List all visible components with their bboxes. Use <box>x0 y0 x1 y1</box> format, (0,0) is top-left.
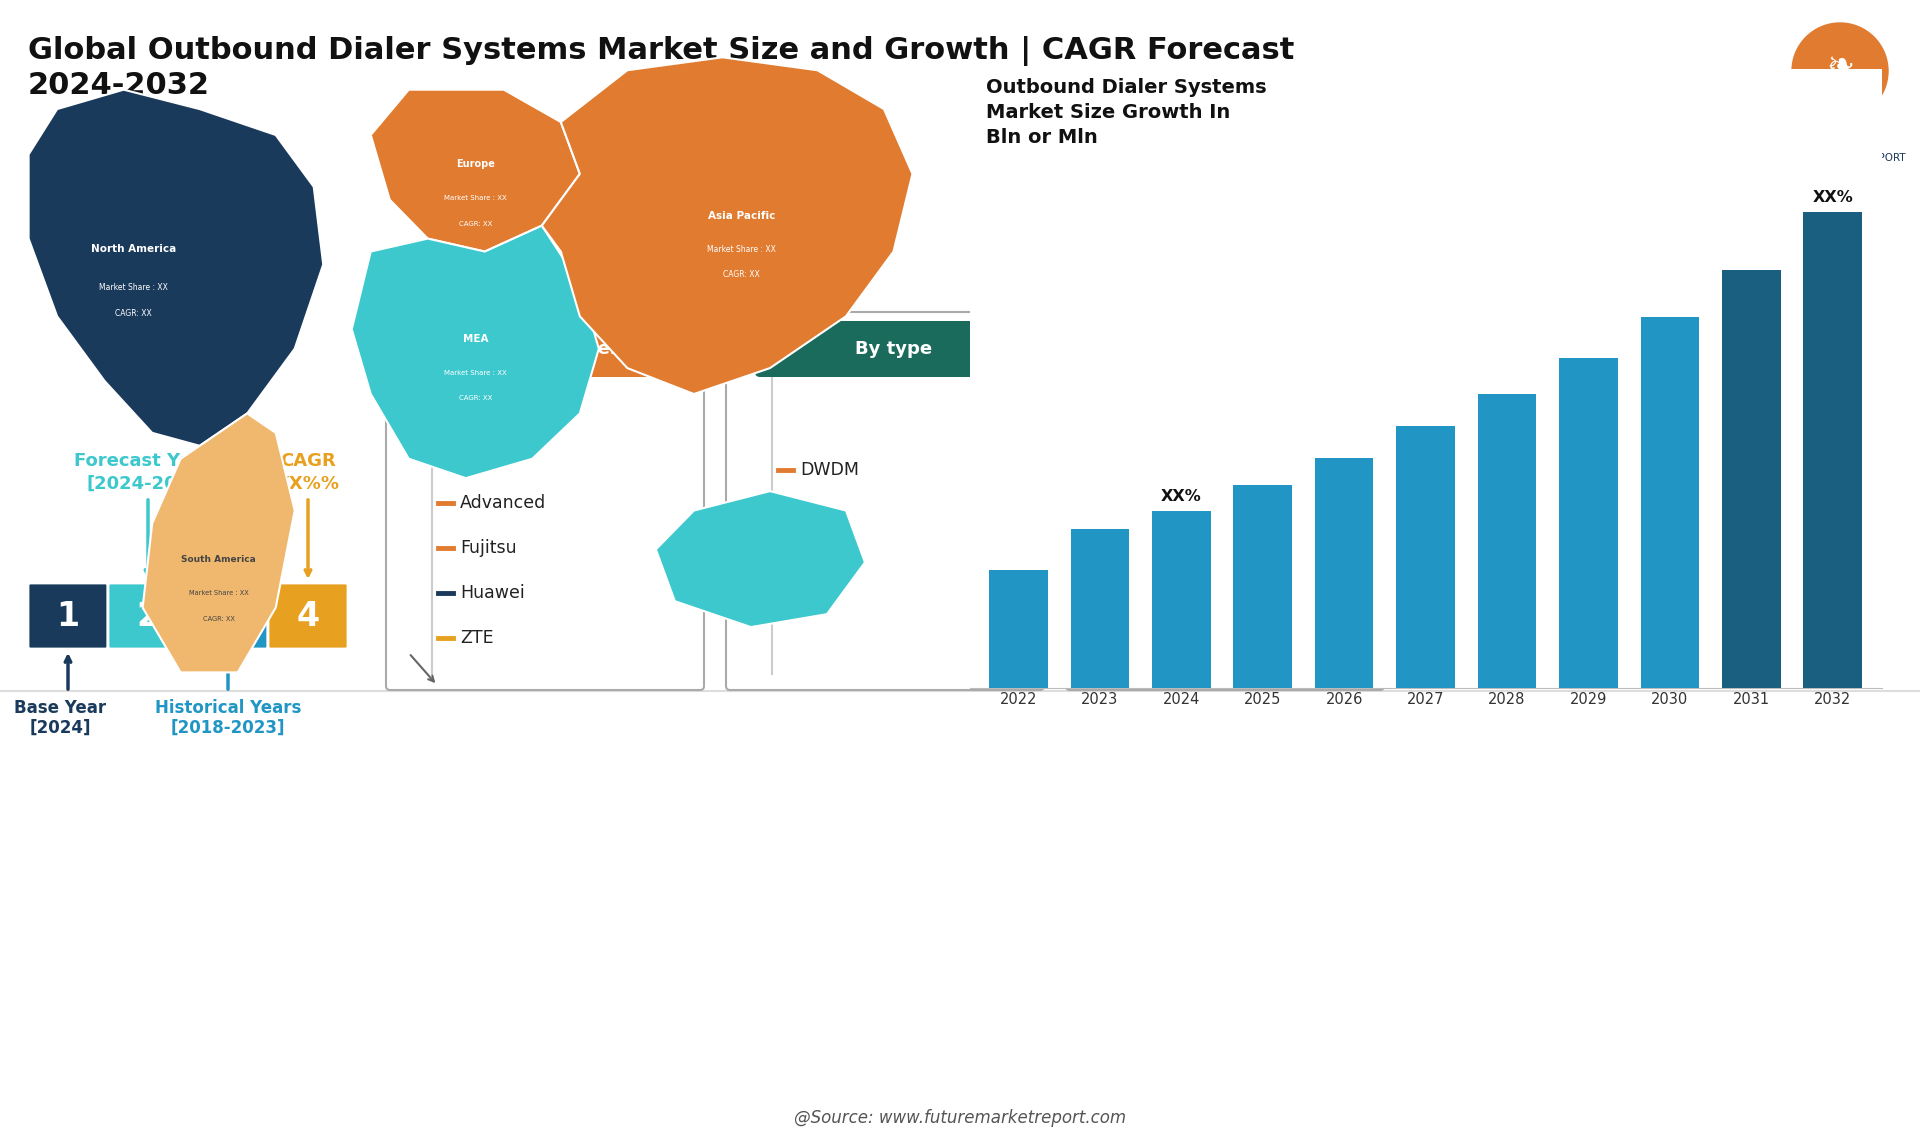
Text: South America: South America <box>180 556 255 564</box>
Text: Historical Years: Historical Years <box>156 699 301 717</box>
Text: XX%%: XX%% <box>276 474 340 493</box>
Text: CAGR: XX: CAGR: XX <box>204 615 234 621</box>
Text: [2024-2032]: [2024-2032] <box>86 474 209 493</box>
Text: WDM: WDM <box>801 579 845 597</box>
Polygon shape <box>29 89 323 446</box>
Bar <box>1233 485 1292 688</box>
Text: Outbound Dialer Systems
Market Size Growth In
Bln or Mln: Outbound Dialer Systems Market Size Grow… <box>985 78 1267 148</box>
Text: Market Share : XX: Market Share : XX <box>444 369 507 376</box>
Text: [2024]: [2024] <box>29 719 90 737</box>
Text: [2018-2023]: [2018-2023] <box>171 719 286 737</box>
Text: Market Share : XX: Market Share : XX <box>444 195 507 201</box>
Text: By type: By type <box>856 340 933 358</box>
Text: FMR: FMR <box>1812 131 1866 151</box>
FancyBboxPatch shape <box>726 312 1044 690</box>
FancyBboxPatch shape <box>108 583 188 649</box>
Text: CAGR: XX: CAGR: XX <box>115 309 152 319</box>
Text: Market players: Market players <box>478 340 630 358</box>
Bar <box>1722 270 1780 688</box>
Bar <box>989 570 1048 688</box>
Text: Advanced: Advanced <box>461 494 547 511</box>
Text: 3: 3 <box>217 599 240 633</box>
Circle shape <box>1079 340 1096 358</box>
Text: North America: North America <box>90 244 177 253</box>
Polygon shape <box>541 57 912 394</box>
Circle shape <box>399 340 417 358</box>
Text: XX%: XX% <box>1162 489 1202 504</box>
Text: CAGR: XX: CAGR: XX <box>459 395 492 401</box>
FancyBboxPatch shape <box>1094 321 1373 377</box>
Text: CAGR: XX: CAGR: XX <box>459 221 492 227</box>
Text: XX%: XX% <box>1812 189 1853 204</box>
Circle shape <box>739 340 756 358</box>
Text: 1: 1 <box>56 599 79 633</box>
FancyBboxPatch shape <box>29 583 108 649</box>
Text: Market Share : XX: Market Share : XX <box>707 244 776 253</box>
Text: 2024-2032: 2024-2032 <box>29 71 209 100</box>
Text: MEA: MEA <box>463 335 488 344</box>
Polygon shape <box>371 89 580 252</box>
Text: Fujitsu: Fujitsu <box>461 539 516 557</box>
Text: 2: 2 <box>136 599 159 633</box>
Text: Market Share : XX: Market Share : XX <box>188 590 248 596</box>
Text: FUTURE MARKET REPORT: FUTURE MARKET REPORT <box>1774 154 1905 163</box>
Text: DWDM: DWDM <box>801 461 858 479</box>
Text: CAGR: XX: CAGR: XX <box>724 270 760 280</box>
Polygon shape <box>351 226 599 478</box>
Bar <box>1478 394 1536 688</box>
Bar <box>1559 359 1619 688</box>
FancyBboxPatch shape <box>269 583 348 649</box>
Text: Adva: Adva <box>461 448 503 466</box>
Text: Asia Pacific: Asia Pacific <box>708 211 776 221</box>
FancyBboxPatch shape <box>188 583 269 649</box>
Circle shape <box>1791 23 1887 119</box>
Text: Base Year: Base Year <box>13 699 106 717</box>
Polygon shape <box>657 492 864 627</box>
Bar <box>1152 511 1212 688</box>
FancyBboxPatch shape <box>415 321 693 377</box>
Text: CAGR: CAGR <box>280 452 336 470</box>
Bar <box>1315 458 1373 688</box>
Text: ❧: ❧ <box>1826 49 1855 83</box>
Text: Global Outbound Dialer Systems Market Size and Growth | CAGR Forecast: Global Outbound Dialer Systems Market Si… <box>29 36 1294 66</box>
Bar <box>1396 426 1455 688</box>
Text: Forecast Years: Forecast Years <box>73 452 223 470</box>
Text: Government: Government <box>1140 579 1250 597</box>
Text: Huawei: Huawei <box>461 584 524 602</box>
Text: Enterprises: Enterprises <box>1140 461 1238 479</box>
FancyBboxPatch shape <box>1066 312 1384 690</box>
FancyBboxPatch shape <box>755 321 1033 377</box>
Bar <box>1071 529 1129 688</box>
Text: 4: 4 <box>296 599 319 633</box>
Polygon shape <box>142 414 296 673</box>
Bar <box>1803 212 1862 688</box>
Text: Europe: Europe <box>455 159 495 170</box>
Bar <box>1640 317 1699 688</box>
Text: ZTE: ZTE <box>461 629 493 647</box>
FancyBboxPatch shape <box>386 312 705 690</box>
Text: By application: By application <box>1162 340 1306 358</box>
Text: Market Share : XX: Market Share : XX <box>98 283 167 292</box>
Text: Adtran,: Adtran, <box>461 403 524 422</box>
Text: @Source: www.futuremarketreport.com: @Source: www.futuremarketreport.com <box>795 1109 1125 1127</box>
